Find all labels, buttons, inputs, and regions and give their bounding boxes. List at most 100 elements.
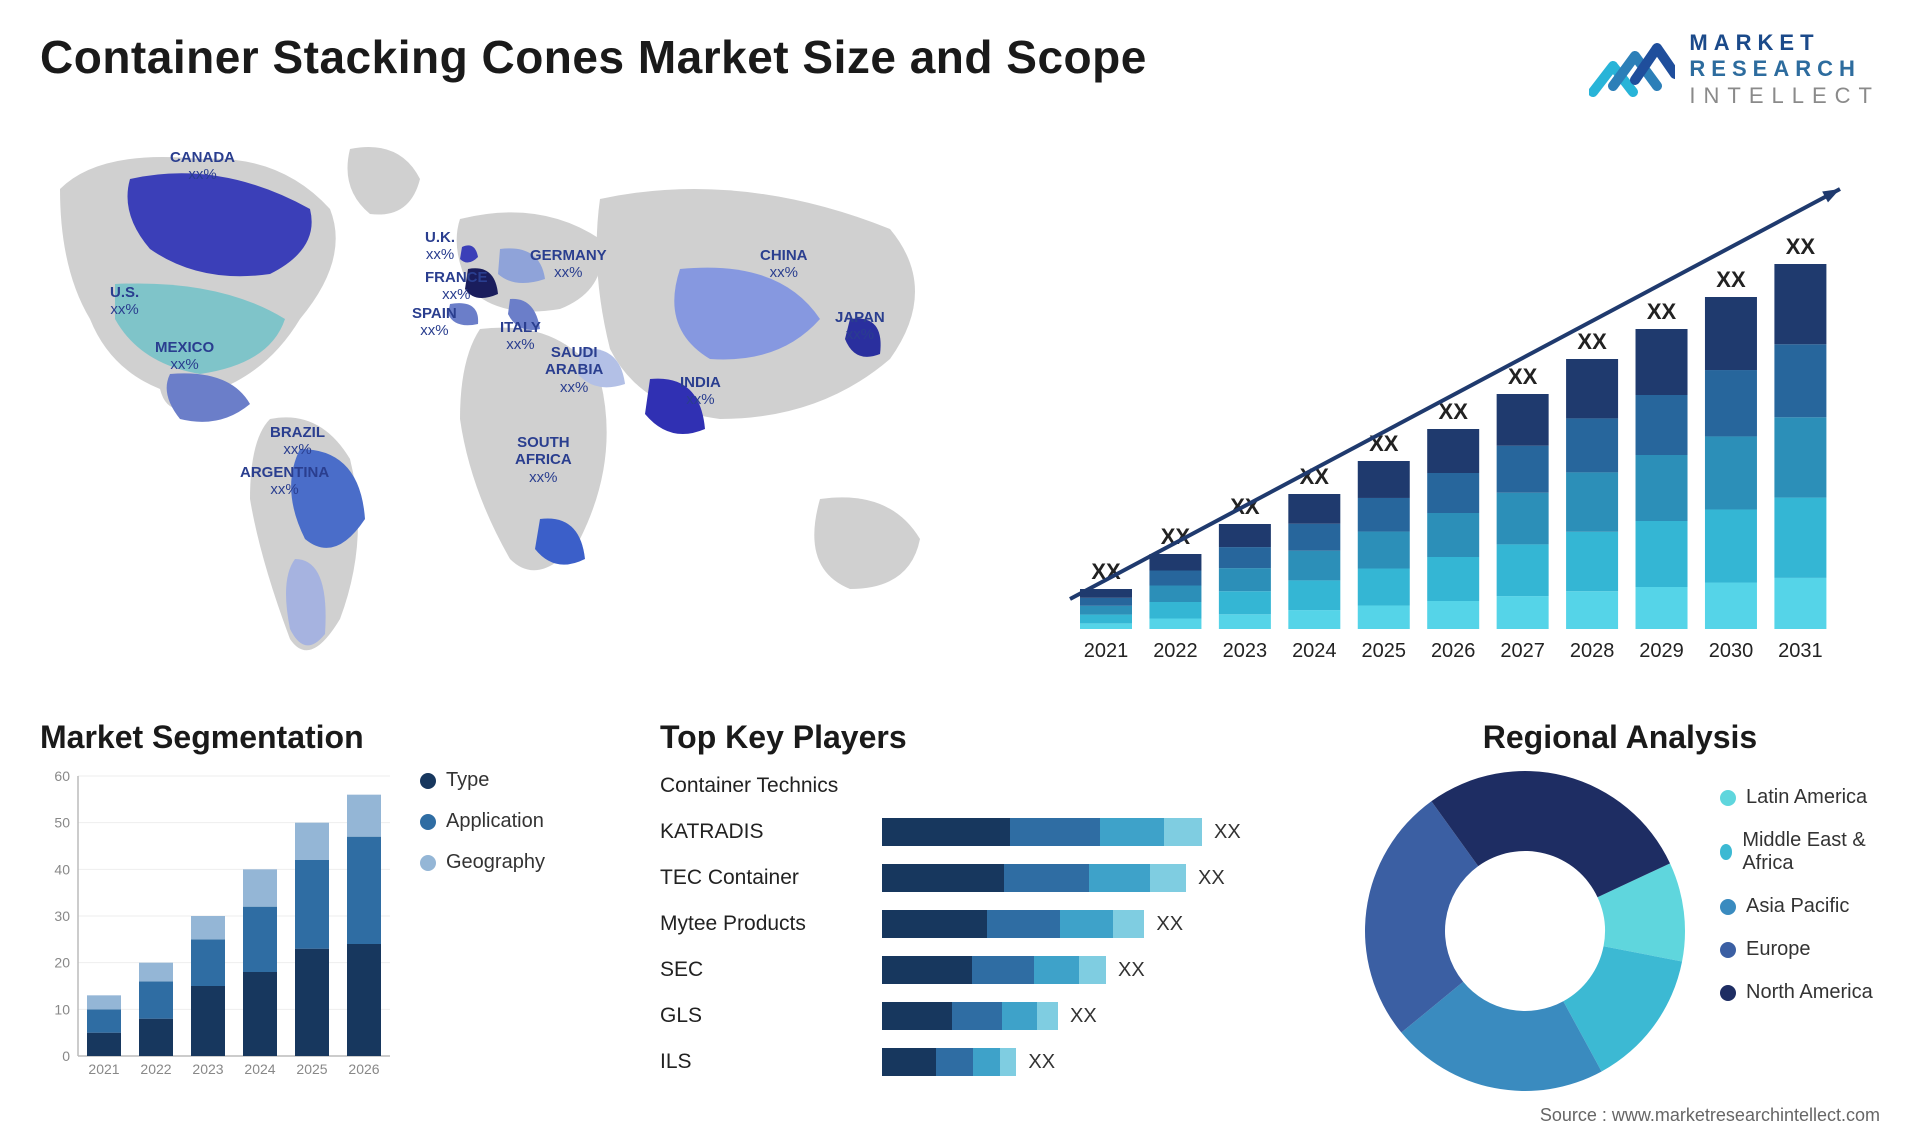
svg-text:2024: 2024	[244, 1061, 275, 1077]
regional-panel: Regional Analysis Latin AmericaMiddle Ea…	[1360, 719, 1880, 1096]
player-bar-segment	[1010, 818, 1100, 846]
player-bar-segment	[973, 1048, 1000, 1076]
player-bar-segment	[1037, 1002, 1058, 1030]
svg-text:2023: 2023	[1223, 640, 1268, 662]
player-bar-segment	[882, 818, 1010, 846]
svg-text:2026: 2026	[1431, 640, 1476, 662]
player-name: GLS	[660, 1004, 870, 1028]
player-bar-segment	[1002, 1002, 1037, 1030]
legend-item: Asia Pacific	[1720, 895, 1880, 918]
player-value: XX	[1156, 913, 1183, 936]
svg-text:10: 10	[54, 1002, 70, 1018]
map-label: INDIAxx%	[680, 374, 721, 409]
regional-donut-chart	[1360, 766, 1690, 1096]
world-map-panel: CANADAxx%U.S.xx%MEXICOxx%BRAZILxx%ARGENT…	[40, 129, 980, 689]
svg-text:2024: 2024	[1292, 640, 1337, 662]
svg-text:0: 0	[62, 1048, 70, 1064]
svg-text:20: 20	[54, 955, 70, 971]
legend-swatch	[1720, 942, 1736, 958]
svg-text:2023: 2023	[192, 1061, 223, 1077]
logo-line3: INTELLECT	[1689, 83, 1880, 109]
player-value: XX	[1214, 821, 1241, 844]
legend-item: North America	[1720, 981, 1880, 1004]
player-bar-segment	[936, 1048, 974, 1076]
svg-text:XX: XX	[1508, 364, 1538, 389]
legend-label: Application	[446, 810, 544, 833]
map-label: FRANCExx%	[425, 269, 488, 304]
legend-swatch	[1720, 899, 1736, 915]
growth-chart-panel: XX2021XX2022XX2023XX2024XX2025XX2026XX20…	[1020, 129, 1880, 689]
player-row: TEC Container XX	[660, 858, 1300, 898]
player-bar-segment	[882, 910, 987, 938]
segmentation-title: Market Segmentation	[40, 719, 400, 756]
legend-item: Geography	[420, 851, 545, 874]
player-row: KATRADISXX	[660, 812, 1300, 852]
player-row: Mytee ProductsXX	[660, 904, 1300, 944]
legend-label: Europe	[1746, 938, 1811, 961]
legend-item: Europe	[1720, 938, 1880, 961]
map-label: ARGENTINAxx%	[240, 464, 329, 499]
legend-swatch	[1720, 844, 1732, 860]
svg-text:2031: 2031	[1778, 640, 1823, 662]
player-bar-segment	[1164, 818, 1202, 846]
svg-text:40: 40	[54, 862, 70, 878]
map-label: GERMANYxx%	[530, 247, 607, 282]
player-row: Container Technics	[660, 766, 1300, 806]
svg-text:2025: 2025	[1362, 640, 1407, 662]
player-bar	[882, 818, 1202, 846]
player-row: GLSXX	[660, 996, 1300, 1036]
svg-text:2029: 2029	[1639, 640, 1684, 662]
player-name: SEC	[660, 958, 870, 982]
source-text: Source : www.marketresearchintellect.com	[1540, 1105, 1880, 1126]
player-bar-col: XX	[882, 818, 1300, 846]
svg-text:50: 50	[54, 815, 70, 831]
svg-text:XX: XX	[1786, 234, 1816, 259]
player-bar-segment	[1079, 956, 1106, 984]
player-value: XX	[1198, 867, 1225, 890]
logo-line2: RESEARCH	[1689, 56, 1880, 82]
map-label: BRAZILxx%	[270, 424, 325, 459]
player-bar-segment	[1150, 864, 1186, 892]
growth-bar-chart: XX2021XX2022XX2023XX2024XX2025XX2026XX20…	[1020, 129, 1880, 689]
players-title: Top Key Players	[660, 719, 1300, 756]
player-bar	[882, 956, 1106, 984]
player-bar-segment	[1089, 864, 1150, 892]
map-label: CHINAxx%	[760, 247, 808, 282]
svg-text:2022: 2022	[1153, 640, 1198, 662]
map-label: U.S.xx%	[110, 284, 139, 319]
map-label: SOUTHAFRICAxx%	[515, 434, 572, 486]
world-map	[20, 119, 1000, 699]
brand-logo: MARKET RESEARCH INTELLECT	[1589, 30, 1880, 109]
player-name: TEC Container	[660, 866, 870, 890]
player-bar-segment	[1034, 956, 1079, 984]
player-bar-segment	[987, 910, 1060, 938]
legend-item: Middle East & Africa	[1720, 829, 1880, 875]
svg-text:XX: XX	[1439, 399, 1469, 424]
legend-label: North America	[1746, 981, 1873, 1004]
legend-label: Asia Pacific	[1746, 895, 1849, 918]
legend-item: Type	[420, 769, 545, 792]
player-bar-col: XX	[882, 864, 1300, 892]
legend-item: Latin America	[1720, 786, 1880, 809]
player-name: ILS	[660, 1050, 870, 1074]
svg-text:2027: 2027	[1500, 640, 1545, 662]
map-label: SAUDIARABIAxx%	[545, 344, 603, 396]
player-bar-segment	[1100, 818, 1164, 846]
svg-text:2025: 2025	[296, 1061, 327, 1077]
player-bar-segment	[882, 1002, 952, 1030]
svg-text:60: 60	[54, 768, 70, 784]
svg-text:2022: 2022	[140, 1061, 171, 1077]
player-bar-segment	[972, 956, 1035, 984]
svg-text:XX: XX	[1716, 267, 1746, 292]
player-bar	[882, 910, 1144, 938]
segmentation-panel: Market Segmentation 01020304050602021202…	[40, 719, 600, 1096]
svg-text:2028: 2028	[1570, 640, 1615, 662]
player-row: ILSXX	[660, 1042, 1300, 1082]
logo-icon	[1589, 36, 1675, 104]
map-label: JAPANxx%	[835, 309, 885, 344]
players-panel: Top Key Players Container Technics KATRAD…	[660, 719, 1300, 1096]
player-bar	[882, 1002, 1058, 1030]
player-bar	[882, 864, 1186, 892]
legend-label: Middle East & Africa	[1742, 829, 1880, 875]
legend-swatch	[1720, 985, 1736, 1001]
